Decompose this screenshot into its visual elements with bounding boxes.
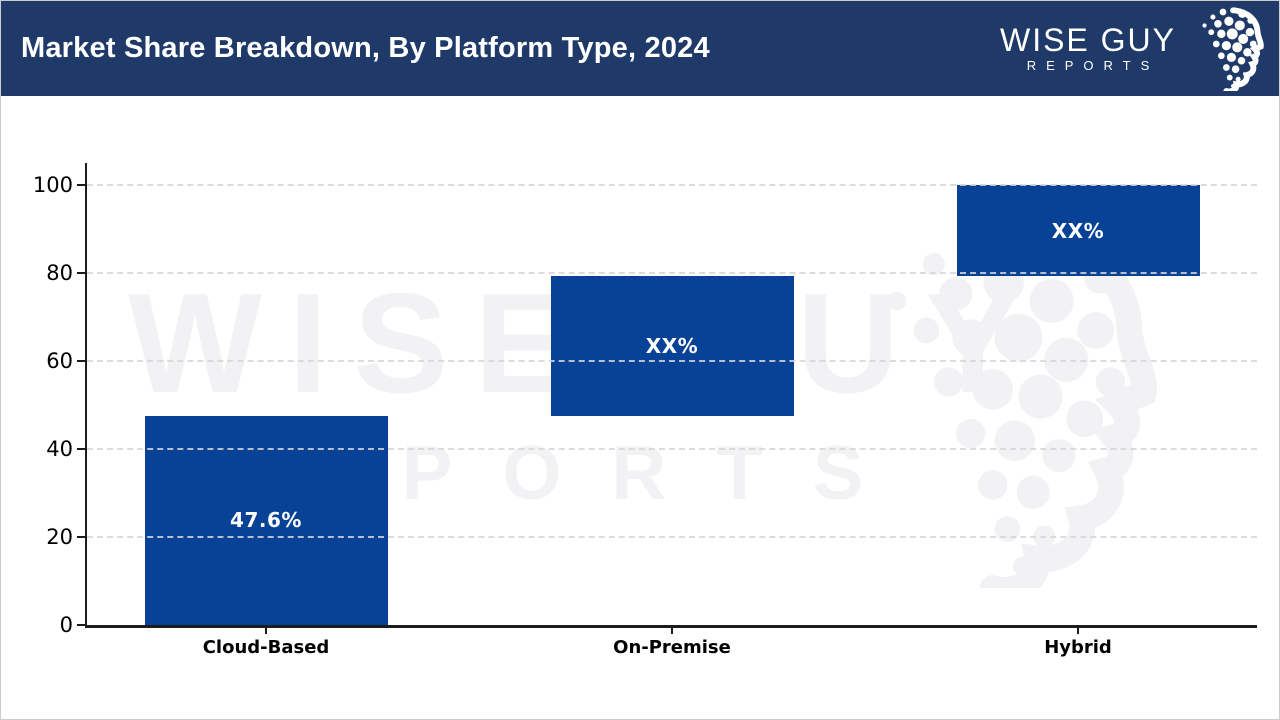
y-axis-tick-label: 40: [46, 437, 73, 461]
x-axis-label-on-premise: On-Premise: [613, 637, 731, 658]
y-axis-tick-label: 20: [46, 525, 73, 549]
y-axis-tick: [77, 360, 85, 362]
y-axis-tick: [77, 272, 85, 274]
logo-wiseguy-text: WISE GUY: [999, 22, 1176, 58]
y-axis-tick: [77, 624, 85, 626]
gridline-100: [87, 184, 1257, 186]
y-axis-tick: [77, 184, 85, 186]
y-axis-tick-label: 80: [46, 261, 73, 285]
logo-face-icon: [1202, 7, 1264, 91]
bar-value-label: 47.6%: [230, 508, 302, 533]
x-axis-tick: [671, 625, 673, 634]
gridline-80: [87, 272, 1257, 274]
header: Market Share Breakdown, By Platform Type…: [0, 0, 1280, 96]
bar-hybrid: XX%: [956, 185, 1200, 277]
bar-value-label: XX%: [645, 333, 699, 358]
y-axis-tick-label: 0: [59, 613, 73, 637]
bar-on-premise: XX%: [550, 276, 794, 416]
y-axis-tick-label: 100: [32, 173, 73, 197]
x-axis-label-cloud-based: Cloud-Based: [202, 637, 330, 658]
y-axis-tick: [77, 536, 85, 538]
x-axis-tick: [1077, 625, 1079, 634]
gridline-20: [87, 536, 1257, 538]
y-axis-tick-label: 60: [46, 349, 73, 373]
logo-text: WISE GUY REPORTS: [1000, 23, 1176, 75]
bar-cloud-based: 47.6%: [144, 415, 388, 625]
bar-value-label: XX%: [1051, 218, 1105, 243]
wise-guy-reports-logo: WISE GUY REPORTS: [1000, 6, 1266, 92]
gridline-60: [87, 360, 1257, 362]
chart-plot-area: 47.6% XX% XX% 0 20 40 60 80 100 Cloud-Based On-Pre…: [33, 163, 1257, 658]
y-axis-tick: [77, 448, 85, 450]
x-axis-label-hybrid: Hybrid: [1044, 637, 1112, 658]
gridline-40: [87, 448, 1257, 450]
logo-reports-text: REPORTS: [1026, 58, 1160, 73]
page-title: Market Share Breakdown, By Platform Type…: [21, 31, 710, 64]
x-axis-tick: [265, 625, 267, 634]
